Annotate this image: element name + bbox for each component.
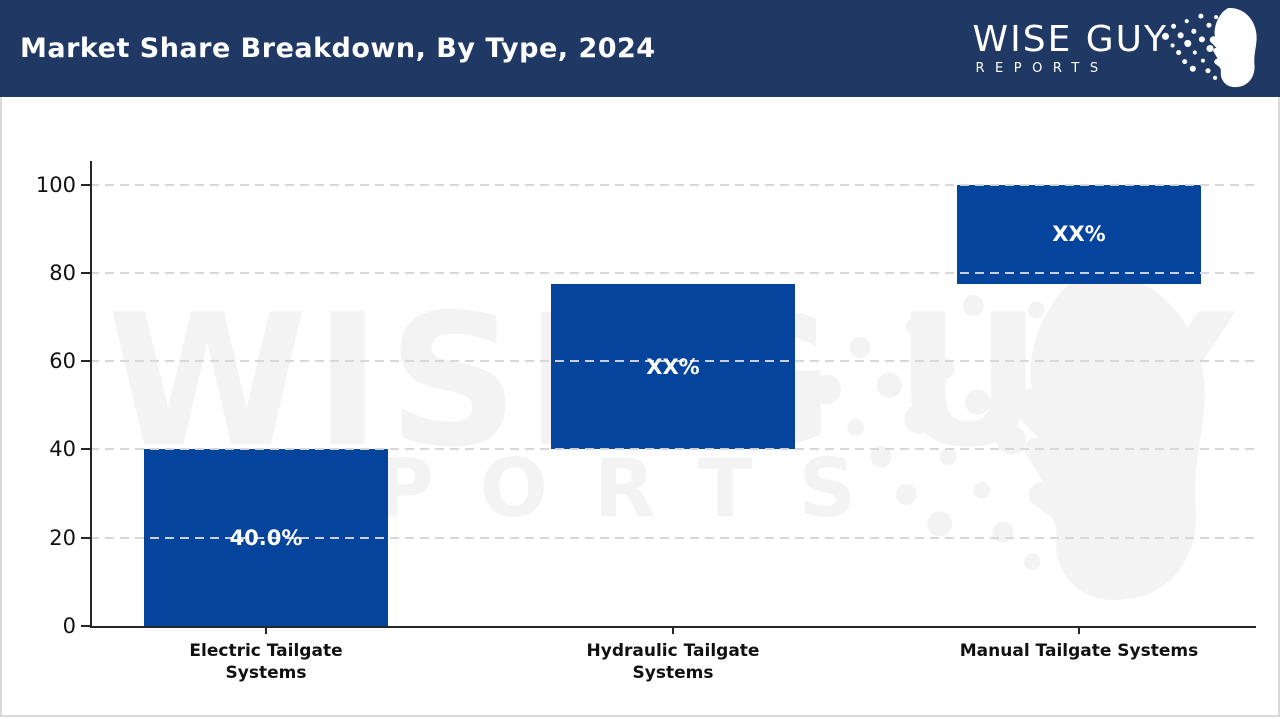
x-tick xyxy=(672,628,674,634)
y-tick-label-80: 80 xyxy=(49,260,76,285)
y-tick-20 xyxy=(81,536,90,539)
logo-subtitle: REPORTS xyxy=(975,61,1109,76)
y-tick-label-100: 100 xyxy=(35,172,76,197)
gridline-60 xyxy=(90,360,1256,363)
y-tick-60 xyxy=(81,360,90,363)
y-tick-label-20: 20 xyxy=(49,525,76,550)
wise-guy-logo: WISE GUY REPORTS xyxy=(973,6,1265,92)
y-tick-100 xyxy=(81,183,90,186)
category-label: Manual Tailgate Systems xyxy=(959,641,1199,661)
y-tick-80 xyxy=(81,271,90,274)
gridline-40 xyxy=(90,448,1256,451)
bar-value-label: 40.0% xyxy=(229,525,303,550)
bar-value-label: XX% xyxy=(646,354,700,379)
chart-card: WISE GUY REPORTS 0 20 40 60 80 100 40.0% Electri… xyxy=(0,97,1280,717)
x-axis-line xyxy=(90,626,1256,628)
logo-face-icon xyxy=(1154,6,1264,92)
y-tick-label-60: 60 xyxy=(49,349,76,374)
bar-segment xyxy=(957,184,1201,284)
x-tick xyxy=(1078,628,1080,634)
gridline-100 xyxy=(90,183,1256,186)
gridline-80 xyxy=(90,271,1256,274)
y-tick-label-40: 40 xyxy=(49,437,76,462)
category-label: Electric Tailgate Systems xyxy=(189,641,343,684)
x-tick xyxy=(265,628,267,634)
y-tick-0 xyxy=(81,625,90,627)
logo-text: WISE GUY REPORTS xyxy=(972,19,1169,76)
y-tick-label-0: 0 xyxy=(62,614,76,638)
y-axis-line xyxy=(90,161,92,628)
header: Market Share Breakdown, By Type, 2024 WI… xyxy=(0,0,1280,97)
gridline-20 xyxy=(90,536,1256,539)
bar-value-label: XX% xyxy=(1052,222,1106,247)
y-tick-40 xyxy=(81,448,90,451)
category-label: Hydraulic Tailgate Systems xyxy=(586,641,760,684)
logo-wordmark: WISE GUY xyxy=(972,19,1168,60)
page-title: Market Share Breakdown, By Type, 2024 xyxy=(20,33,656,64)
bar-segment xyxy=(551,283,795,450)
